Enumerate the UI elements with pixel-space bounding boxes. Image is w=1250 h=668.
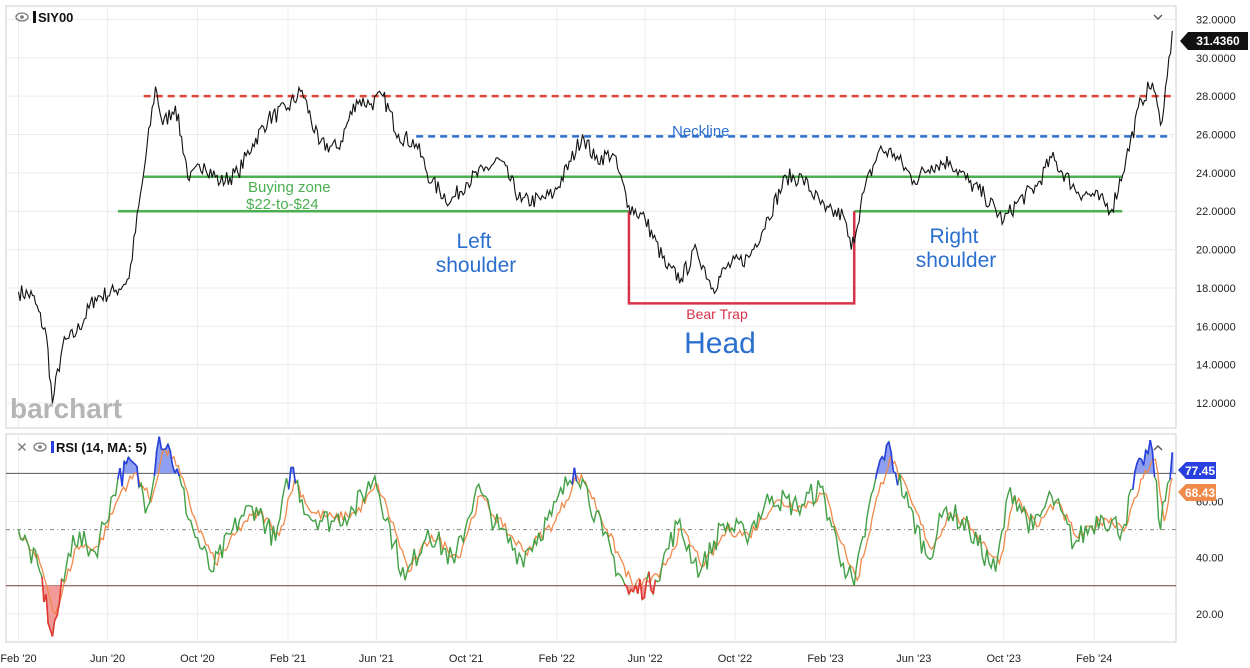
- rsi-grid: [6, 434, 1176, 642]
- left-shoulder-label-2: shoulder: [436, 254, 517, 277]
- x-tick-label: Feb '20: [0, 653, 36, 665]
- x-tick-label: Feb '23: [807, 653, 843, 665]
- left-shoulder-label-1: Left: [456, 230, 491, 253]
- x-tick-label: Feb '22: [539, 653, 575, 665]
- barchart-watermark: barchart: [10, 393, 122, 424]
- price-y-axis: 12.0000 14.0000 16.0000 18.0000 20.0000 22.00…: [1196, 14, 1236, 410]
- buying-zone-range: $22-to-$24: [246, 196, 319, 213]
- x-tick-label: Jun '22: [628, 653, 663, 665]
- y-tick-label: 40.00: [1196, 553, 1224, 565]
- y-tick-label: 22.0000: [1196, 206, 1236, 218]
- x-tick-label: Oct '20: [180, 653, 215, 665]
- rsi-series: [17, 436, 1174, 637]
- price-series: [17, 30, 1173, 404]
- y-tick-label: 14.0000: [1196, 360, 1236, 372]
- y-tick-label: 20.0000: [1196, 245, 1236, 257]
- right-shoulder-label-2: shoulder: [916, 249, 997, 272]
- close-icon[interactable]: [18, 443, 26, 451]
- y-tick-label: 28.0000: [1196, 91, 1236, 103]
- chevron-down-icon[interactable]: [1153, 14, 1163, 20]
- price-line: [17, 30, 1173, 404]
- neckline-label: Neckline: [672, 123, 730, 140]
- price-header: SIY00: [15, 10, 1163, 25]
- series-color-marker: [33, 11, 36, 23]
- right-shoulder-label-1: Right: [929, 225, 978, 248]
- rsi-ma-value: 68.43: [1185, 486, 1215, 500]
- last-price-badge: 31.4360: [1180, 32, 1248, 50]
- eye-icon[interactable]: [15, 12, 29, 22]
- rsi-header: RSI (14, MA: 5): [18, 440, 1163, 455]
- rsi-line: [17, 436, 1173, 637]
- price-panel: [5, 5, 1177, 429]
- y-tick-label: 26.0000: [1196, 130, 1236, 142]
- y-tick-label: 32.0000: [1196, 14, 1236, 26]
- x-tick-label: Jun '23: [896, 653, 931, 665]
- x-tick-label: Jun '20: [90, 653, 125, 665]
- x-tick-label: Feb '21: [270, 653, 306, 665]
- eye-icon[interactable]: [33, 442, 47, 452]
- y-tick-label: 12.0000: [1196, 398, 1236, 410]
- x-tick-label: Oct '23: [986, 653, 1021, 665]
- buying-zone-label: Buying zone: [248, 179, 331, 196]
- rsi-color-marker: [51, 441, 54, 453]
- y-tick-label: 20.00: [1196, 609, 1224, 621]
- head-label: Head: [684, 327, 756, 360]
- x-tick-label: Jun '21: [359, 653, 394, 665]
- bear-trap-bracket: [627, 211, 856, 305]
- y-tick-label: 16.0000: [1196, 321, 1236, 333]
- annotations: Neckline Buying zone $22-to-$24 Left sho…: [246, 123, 996, 360]
- x-tick-label: Oct '22: [718, 653, 753, 665]
- y-tick-label: 24.0000: [1196, 168, 1236, 180]
- price-levels: [117, 94, 1173, 305]
- rsi-oversold-segments: [41, 571, 657, 637]
- rsi-overbought-segments: [117, 436, 1174, 490]
- rsi-value: 77.45: [1185, 464, 1215, 478]
- rsi-value-badge: 77.45: [1178, 462, 1216, 479]
- rsi-levels: [6, 472, 1176, 587]
- bear-trap-label: Bear Trap: [686, 306, 748, 322]
- x-tick-label: Feb '24: [1076, 653, 1112, 665]
- x-axis: Feb '20 Jun '20 Oct '20 Feb '21 Jun '21 Oct '…: [0, 653, 1112, 665]
- x-tick-label: Oct '21: [449, 653, 484, 665]
- symbol-label: SIY00: [38, 10, 73, 25]
- rsi-ma-badge: 68.43: [1178, 484, 1216, 501]
- last-price-value: 31.4360: [1196, 34, 1240, 48]
- rsi-indicator-label: RSI (14, MA: 5): [56, 440, 147, 455]
- y-tick-label: 30.0000: [1196, 53, 1236, 65]
- y-tick-label: 18.0000: [1196, 283, 1236, 295]
- chevron-up-icon[interactable]: [1153, 445, 1163, 451]
